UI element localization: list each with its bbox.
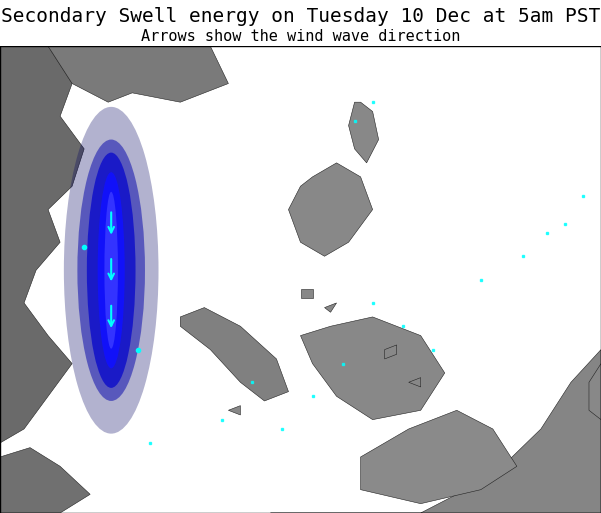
Polygon shape [589,364,601,420]
Ellipse shape [78,140,145,401]
Ellipse shape [87,152,136,388]
Ellipse shape [64,107,159,433]
Polygon shape [300,317,445,420]
Polygon shape [409,378,421,387]
Polygon shape [300,289,313,298]
Text: Secondary Swell energy on Tuesday 10 Dec at 5am PST: Secondary Swell energy on Tuesday 10 Dec… [1,7,600,26]
Polygon shape [325,303,337,312]
Polygon shape [349,102,379,163]
Polygon shape [0,46,84,443]
Polygon shape [288,163,373,256]
Polygon shape [180,308,288,401]
Text: Arrows show the wind wave direction: Arrows show the wind wave direction [141,29,460,45]
Polygon shape [0,448,90,513]
Polygon shape [385,345,397,359]
Polygon shape [0,46,228,102]
Ellipse shape [97,172,125,368]
Polygon shape [228,406,240,415]
Polygon shape [270,350,601,513]
Ellipse shape [105,192,118,349]
Polygon shape [361,410,517,504]
